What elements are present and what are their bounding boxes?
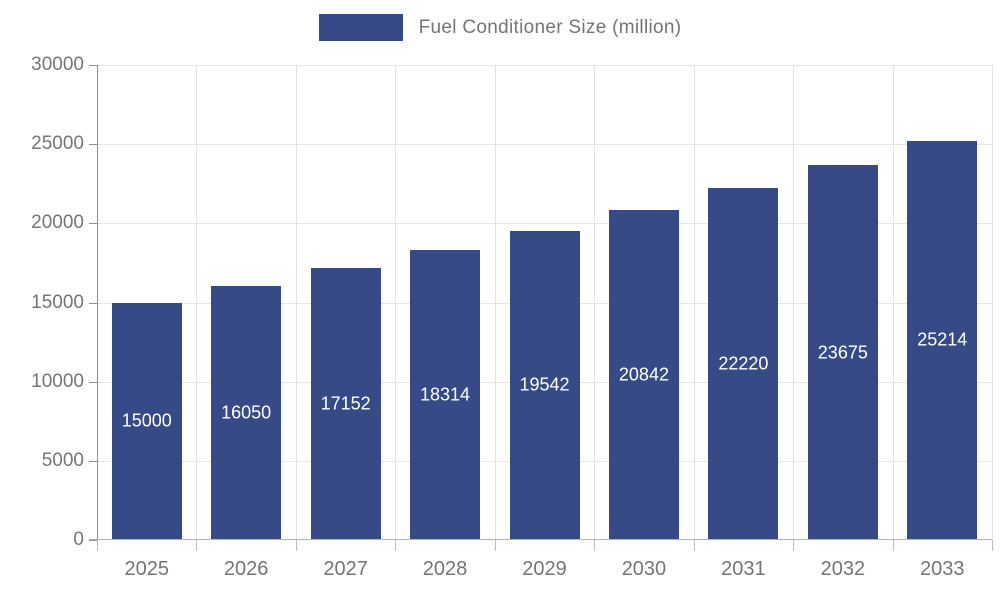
y-axis-tick-label: 5000 xyxy=(41,449,84,471)
bar-2027[interactable]: 17152 xyxy=(310,268,381,540)
x-axis-tick xyxy=(196,540,198,551)
gridline-horizontal xyxy=(97,223,992,225)
y-axis-tick-label: 15000 xyxy=(31,291,84,313)
x-axis-tick xyxy=(395,540,397,551)
y-axis-line xyxy=(97,65,98,540)
bar-2032[interactable]: 23675 xyxy=(807,165,878,540)
plot-area: 15000 16050 17152 18314 19542 20842 22220 23675… xyxy=(31,54,993,580)
x-axis-tick-label: 2032 xyxy=(820,558,866,580)
bar-2033[interactable]: 25214 xyxy=(907,140,978,540)
gridline-horizontal xyxy=(97,65,992,66)
y-axis-tick-label: 10000 xyxy=(31,370,84,392)
y-axis-tick xyxy=(89,302,97,304)
bar-value-label: 25214 xyxy=(917,329,968,350)
x-axis-tick-label: 2025 xyxy=(124,558,169,580)
y-axis-tick-label: 0 xyxy=(73,529,84,550)
y-axis-tick xyxy=(89,144,97,146)
bar-2029[interactable]: 19542 xyxy=(509,230,580,540)
x-axis-tick-label: 2033 xyxy=(920,558,965,580)
x-axis-tick xyxy=(295,540,297,551)
bar-2030[interactable]: 20842 xyxy=(608,210,679,540)
y-axis-tick xyxy=(89,460,97,462)
bar-value-label: 19542 xyxy=(519,374,570,395)
x-axis-tick xyxy=(992,540,993,551)
gridline-vertical xyxy=(196,65,198,540)
x-axis-tick xyxy=(594,540,596,551)
bar-2028[interactable]: 18314 xyxy=(410,250,481,540)
y-axis-tick xyxy=(89,65,97,66)
x-axis-tick-label: 2029 xyxy=(522,558,567,580)
bar-value-label: 17152 xyxy=(320,393,371,414)
y-axis-tick-label: 20000 xyxy=(31,212,84,234)
y-axis-tick-label: 25000 xyxy=(31,133,84,155)
bar-value-label: 18314 xyxy=(420,384,471,405)
x-axis-tick-label: 2027 xyxy=(323,558,368,580)
gridline-horizontal xyxy=(97,144,992,146)
gridline-vertical xyxy=(892,65,894,540)
gridline-vertical xyxy=(793,65,795,540)
x-axis-line xyxy=(89,539,992,540)
bar-2031[interactable]: 22220 xyxy=(708,188,779,540)
y-axis-tick-label: 30000 xyxy=(31,54,84,75)
chart-legend[interactable]: Fuel Conditioner Size (million) xyxy=(0,14,1000,41)
y-axis-tick xyxy=(89,223,97,225)
bar-value-label: 15000 xyxy=(121,410,172,431)
x-axis-tick xyxy=(793,540,795,551)
bar-value-label: 22220 xyxy=(718,353,769,374)
bar-2026[interactable]: 16050 xyxy=(211,285,282,540)
gridline-vertical xyxy=(992,65,993,540)
x-axis-tick xyxy=(97,540,98,551)
x-axis-tick xyxy=(693,540,695,551)
x-axis-tick-label: 2026 xyxy=(223,558,269,580)
x-axis-tick xyxy=(892,540,894,551)
gridline-vertical xyxy=(295,65,297,540)
legend-label: Fuel Conditioner Size (million) xyxy=(418,16,682,38)
x-axis-tick xyxy=(494,540,496,551)
gridline-vertical xyxy=(494,65,496,540)
bar-value-label: 23675 xyxy=(817,342,868,363)
gridline-vertical xyxy=(594,65,596,540)
bar-value-label: 16050 xyxy=(221,402,272,423)
y-axis-tick xyxy=(89,540,97,541)
gridline-vertical xyxy=(395,65,397,540)
gridline-vertical xyxy=(693,65,695,540)
x-axis-tick-label: 2030 xyxy=(621,558,667,580)
bar-value-label: 20842 xyxy=(618,364,669,385)
y-axis-tick xyxy=(89,381,97,383)
legend-swatch xyxy=(318,14,403,41)
x-axis-tick-label: 2028 xyxy=(422,558,468,580)
bar-2025[interactable]: 15000 xyxy=(111,302,182,540)
x-axis-tick-label: 2031 xyxy=(721,558,766,580)
